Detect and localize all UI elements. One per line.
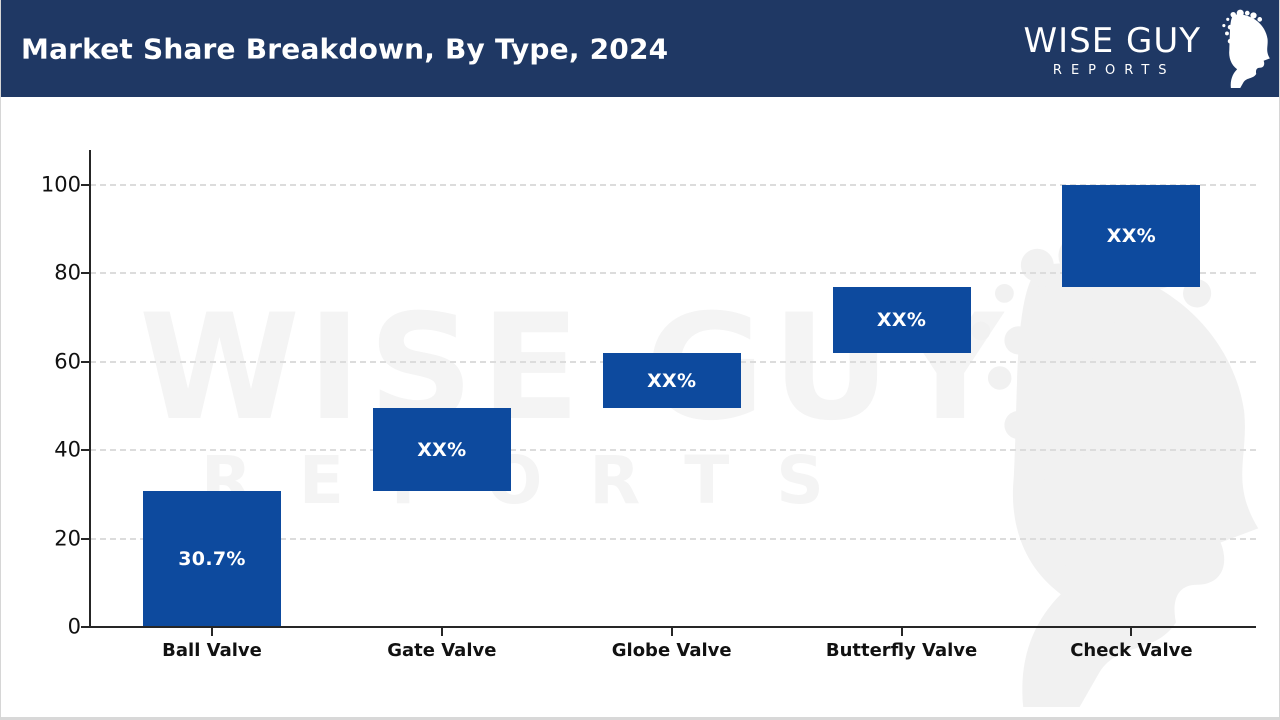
y-tick-mark [81, 626, 89, 628]
bar-gate-valve: XX% [372, 408, 511, 492]
y-tick-label-80: 80 [54, 260, 81, 285]
bar-check-valve: XX% [1062, 185, 1201, 288]
y-tick-mark [81, 272, 89, 275]
chart-region: WISE GUY REPORTS 0 20 40 60 80 100 30.7% Ball V… [1, 97, 1279, 717]
brand-logo: WISE GUY REPORTS [1023, 4, 1273, 94]
x-tick-label-3: Globe Valve [611, 640, 732, 661]
x-tick-mark [1130, 628, 1133, 636]
x-tick-mark [440, 628, 443, 636]
y-tick-label-0: 0 [67, 614, 81, 639]
brand-text: WISE GUY REPORTS [1023, 21, 1201, 78]
y-tick-label-40: 40 [54, 437, 81, 462]
page-title: Market Share Breakdown, By Type, 2024 [21, 32, 669, 65]
y-axis-spine [89, 150, 91, 628]
bar-value-label: XX% [876, 309, 927, 332]
y-tick-mark [81, 537, 89, 540]
brand-name: WISE GUY [1023, 20, 1201, 61]
gridline-20 [90, 537, 1256, 540]
x-tick-label-1: Ball Valve [162, 640, 262, 661]
bar-value-label: XX% [1106, 225, 1157, 248]
gridline-80 [90, 272, 1256, 275]
y-tick-mark [81, 184, 89, 186]
x-tick-mark [670, 628, 673, 636]
bar-value-label: XX% [647, 369, 697, 392]
x-tick-label-4: Butterfly Valve [825, 640, 978, 661]
bar-value-label: XX% [417, 438, 467, 461]
y-tick-mark [81, 360, 89, 363]
x-tick-label-2: Gate Valve [387, 640, 497, 661]
y-tick-label-100: 100 [40, 172, 81, 197]
gridline-100 [90, 184, 1256, 186]
brand-tagline: REPORTS [1052, 62, 1176, 78]
bar-butterfly-valve: XX% [832, 287, 971, 353]
x-tick-mark [900, 628, 903, 636]
y-tick-label-60: 60 [54, 349, 81, 374]
bar-value-label: 30.7% [178, 548, 246, 571]
y-tick-label-20: 20 [54, 526, 81, 551]
bar-globe-valve: XX% [602, 352, 741, 409]
gridline-40 [90, 449, 1256, 452]
y-tick-mark [81, 449, 89, 452]
bar-ball-valve: 30.7% [143, 491, 281, 627]
wise-guy-head-icon [1222, 9, 1270, 88]
header-bar: Market Share Breakdown, By Type, 2024 WI… [1, 0, 1279, 97]
plot-area: WISE GUY REPORTS 0 20 40 60 80 100 30.7% Ball V… [1, 97, 1279, 717]
x-axis-spine [89, 626, 1256, 628]
x-tick-mark [211, 628, 213, 636]
x-tick-label-5: Check Valve [1070, 640, 1193, 661]
watermark-tagline: REPORTS [201, 442, 871, 519]
